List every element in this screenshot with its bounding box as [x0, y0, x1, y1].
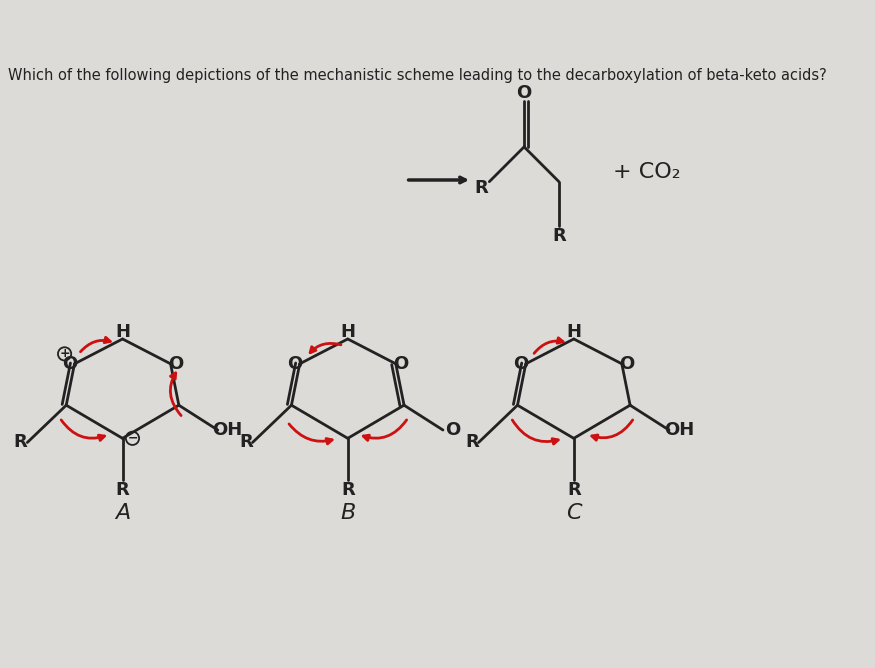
FancyArrowPatch shape	[289, 424, 332, 444]
Text: OH: OH	[664, 421, 694, 439]
Text: +: +	[60, 347, 70, 360]
Text: R: R	[466, 434, 479, 452]
Text: H: H	[115, 323, 130, 341]
Text: + CO₂: + CO₂	[612, 162, 681, 182]
FancyArrowPatch shape	[61, 420, 104, 440]
Text: O: O	[620, 355, 634, 373]
Text: R: R	[14, 434, 28, 452]
FancyArrowPatch shape	[592, 420, 633, 440]
FancyArrowPatch shape	[80, 337, 110, 352]
Text: Which of the following depictions of the mechanistic scheme leading to the decar: Which of the following depictions of the…	[8, 68, 827, 84]
Text: O: O	[513, 355, 528, 373]
Text: −: −	[127, 432, 137, 445]
Text: R: R	[552, 227, 566, 245]
Text: R: R	[116, 481, 130, 498]
Text: A: A	[115, 503, 130, 523]
Text: O: O	[168, 355, 183, 373]
Text: O: O	[516, 84, 532, 102]
Text: R: R	[239, 434, 253, 452]
Text: R: R	[474, 179, 488, 197]
Text: OH: OH	[213, 421, 243, 439]
FancyArrowPatch shape	[512, 420, 558, 444]
FancyArrowPatch shape	[363, 420, 407, 440]
Text: O: O	[393, 355, 409, 373]
Text: O: O	[62, 355, 77, 373]
Text: C: C	[566, 503, 582, 523]
FancyArrowPatch shape	[534, 338, 564, 353]
Text: O: O	[287, 355, 303, 373]
FancyArrowPatch shape	[171, 373, 181, 415]
Text: O: O	[445, 421, 460, 439]
Text: B: B	[340, 503, 355, 523]
Text: H: H	[340, 323, 355, 341]
Text: R: R	[341, 481, 354, 498]
Text: H: H	[566, 323, 581, 341]
Text: R: R	[567, 481, 581, 498]
FancyArrowPatch shape	[310, 343, 341, 353]
